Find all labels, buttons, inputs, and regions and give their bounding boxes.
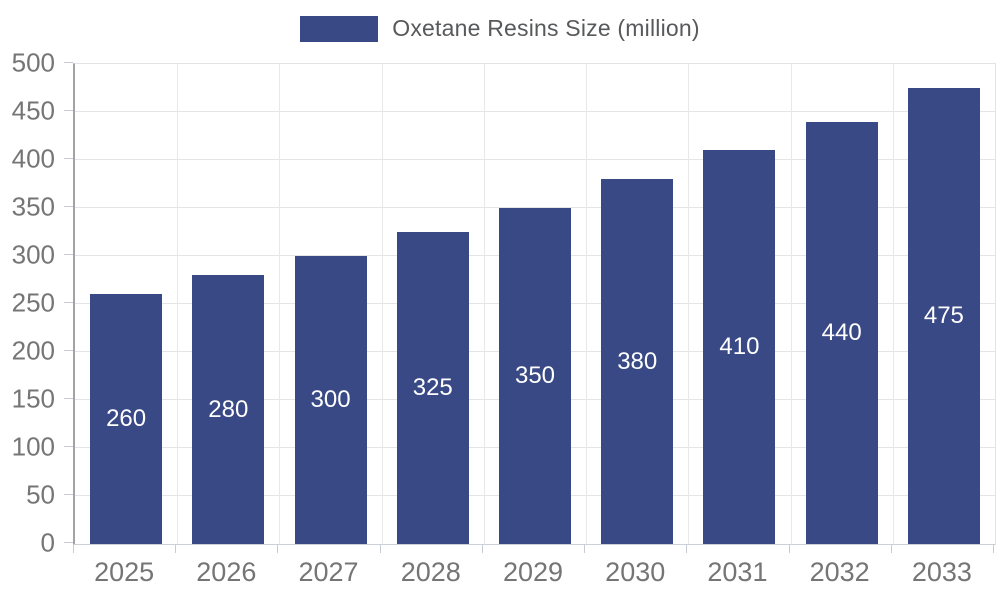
y-tick bbox=[64, 446, 73, 447]
bar-value-label: 280 bbox=[208, 395, 249, 423]
bar-value-label: 410 bbox=[719, 333, 760, 361]
x-axis: 2025 2026 2027 2028 2029 2030 2031 2032 2033 bbox=[73, 544, 994, 600]
bar: 350 bbox=[499, 208, 571, 544]
x-tick bbox=[379, 544, 381, 553]
bar-value-label: 260 bbox=[106, 405, 147, 433]
v-gridline bbox=[892, 64, 894, 544]
y-tick-label: 400 bbox=[11, 143, 55, 174]
y-tick bbox=[64, 350, 73, 351]
y-tick bbox=[64, 158, 73, 159]
h-gridline bbox=[75, 111, 995, 112]
y-tick-label: 150 bbox=[11, 383, 55, 414]
y-tick-label: 250 bbox=[11, 287, 55, 318]
x-tick bbox=[788, 544, 790, 553]
y-tick bbox=[64, 254, 73, 255]
v-gridline bbox=[279, 64, 281, 544]
x-tick bbox=[993, 544, 994, 553]
y-tick-label: 0 bbox=[40, 527, 55, 558]
bar-value-label: 325 bbox=[412, 374, 453, 401]
plot-area: 260 280 300 325 350 380 410 440 475 bbox=[73, 63, 996, 545]
x-tick-label: 2033 bbox=[911, 557, 972, 587]
y-tick-label: 500 bbox=[11, 47, 55, 78]
bar-value-label: 300 bbox=[310, 386, 351, 413]
x-tick bbox=[481, 544, 483, 553]
x-tick-label: 2028 bbox=[400, 557, 461, 587]
h-gridline bbox=[75, 207, 995, 208]
legend-swatch bbox=[300, 15, 379, 42]
bar-value-label: 440 bbox=[821, 318, 862, 346]
x-tick-label: 2025 bbox=[94, 557, 155, 587]
bar-value-label: 475 bbox=[923, 302, 964, 329]
x-tick bbox=[73, 544, 74, 553]
bar: 300 bbox=[294, 256, 367, 544]
bar: 325 bbox=[396, 232, 469, 544]
x-tick-label: 2026 bbox=[196, 557, 257, 587]
x-tick-label: 2031 bbox=[707, 557, 768, 587]
y-tick-label: 100 bbox=[11, 431, 55, 462]
x-tick bbox=[584, 544, 586, 553]
x-tick bbox=[175, 544, 177, 553]
h-gridline bbox=[75, 159, 995, 160]
y-tick-label: 300 bbox=[11, 239, 55, 270]
x-tick bbox=[890, 544, 892, 553]
v-gridline bbox=[483, 64, 485, 544]
bar: 380 bbox=[601, 179, 674, 544]
v-gridline bbox=[586, 64, 588, 544]
bar: 410 bbox=[703, 150, 776, 544]
x-tick bbox=[686, 544, 688, 553]
bar-value-label: 380 bbox=[617, 347, 658, 375]
legend: Oxetane Resins Size (million) bbox=[0, 15, 1000, 42]
x-tick-label: 2030 bbox=[605, 557, 666, 587]
bar: 280 bbox=[192, 275, 265, 544]
legend-label: Oxetane Resins Size (million) bbox=[392, 15, 700, 41]
y-tick-label: 350 bbox=[11, 191, 55, 222]
y-tick bbox=[64, 206, 73, 207]
v-gridline bbox=[177, 64, 179, 544]
y-tick-label: 450 bbox=[11, 95, 55, 126]
v-gridline bbox=[381, 64, 383, 544]
x-tick-label: 2029 bbox=[502, 557, 564, 587]
bar-value-label: 350 bbox=[514, 362, 556, 389]
y-tick bbox=[64, 62, 73, 63]
x-tick-label: 2032 bbox=[809, 557, 870, 587]
y-tick bbox=[64, 110, 73, 111]
y-axis: 0 50 100 150 200 250 300 350 400 450 500 bbox=[0, 48, 73, 558]
y-tick bbox=[64, 542, 73, 543]
y-tick bbox=[64, 398, 73, 399]
bar: 475 bbox=[907, 88, 980, 544]
y-tick-label: 200 bbox=[11, 335, 55, 366]
y-tick bbox=[64, 494, 73, 495]
bar: 260 bbox=[90, 294, 163, 544]
y-tick-label: 50 bbox=[26, 479, 55, 510]
x-tick-label: 2027 bbox=[298, 557, 359, 587]
bar: 440 bbox=[805, 121, 878, 544]
v-gridline bbox=[790, 64, 792, 544]
x-tick bbox=[277, 544, 279, 553]
v-gridline bbox=[688, 64, 690, 544]
y-tick bbox=[64, 302, 73, 303]
